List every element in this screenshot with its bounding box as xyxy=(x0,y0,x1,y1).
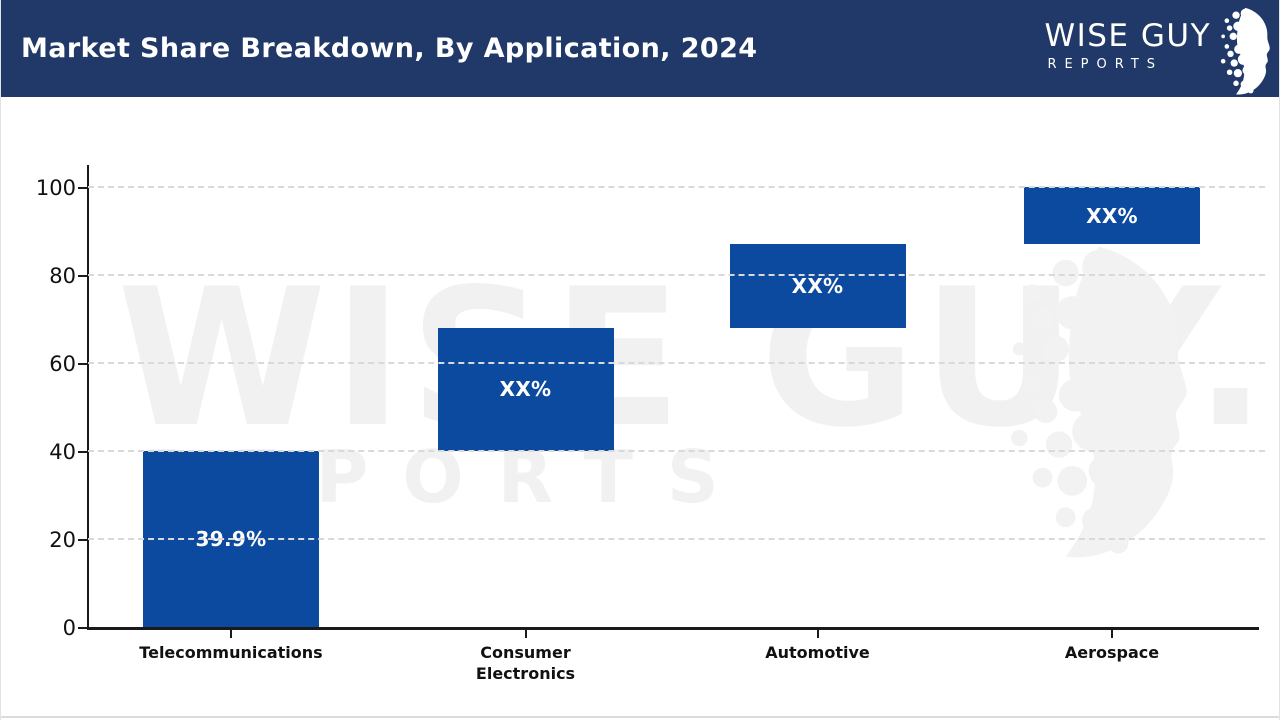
y-tick-mark xyxy=(78,627,87,629)
x-category-label: Telecommunications xyxy=(139,643,323,662)
y-tick-mark xyxy=(78,363,87,365)
gridline xyxy=(88,538,1265,540)
bottom-border xyxy=(1,716,1279,718)
gridline xyxy=(88,186,1265,188)
plot-area: 0 20 40 60 80 100 39.9% Telecommunications XX% Co… xyxy=(1,97,1279,715)
bar-automotive: XX% xyxy=(729,244,906,328)
y-tick-label: 60 xyxy=(49,352,76,376)
gridline xyxy=(88,274,1265,276)
y-tick-label: 100 xyxy=(35,176,76,200)
gridline xyxy=(88,450,1265,452)
bar-value-label: XX% xyxy=(791,273,844,298)
x-category-label: Aerospace xyxy=(1064,643,1160,662)
gridline xyxy=(88,362,1265,364)
y-tick-mark xyxy=(78,451,87,453)
logo-text: WISE GUY REPORTS xyxy=(1044,18,1211,72)
page-title: Market Share Breakdown, By Application, … xyxy=(21,33,758,64)
y-tick-mark xyxy=(78,275,87,277)
logo-wordmark: WISE GUY xyxy=(1044,18,1211,54)
y-tick-label: 20 xyxy=(49,528,76,552)
logo-head-icon xyxy=(1220,7,1270,95)
x-tick-mark xyxy=(816,630,819,638)
y-axis-line xyxy=(87,165,89,629)
logo-subtitle: REPORTS xyxy=(1047,57,1164,72)
x-tick-mark xyxy=(524,630,527,638)
bar-consumer-electronics: XX% xyxy=(437,327,614,451)
y-tick-mark xyxy=(78,539,87,541)
y-tick-label: 40 xyxy=(49,440,76,464)
y-tick-label: 80 xyxy=(49,264,76,288)
x-tick-mark xyxy=(1111,630,1113,638)
header-bar: Market Share Breakdown, By Application, … xyxy=(1,0,1279,97)
bar-aerospace: XX% xyxy=(1024,187,1200,245)
x-axis-line xyxy=(87,627,1259,630)
x-category-label: Automotive xyxy=(765,643,870,662)
x-tick-mark xyxy=(230,630,232,638)
bar-value-label: XX% xyxy=(499,377,552,402)
x-category-label: Consumer Electronics xyxy=(475,643,576,683)
wiseguy-logo: WISE GUY REPORTS xyxy=(1043,4,1273,95)
y-tick-mark xyxy=(78,187,87,189)
bar-value-label: XX% xyxy=(1086,203,1138,228)
y-tick-label: 0 xyxy=(62,616,76,640)
